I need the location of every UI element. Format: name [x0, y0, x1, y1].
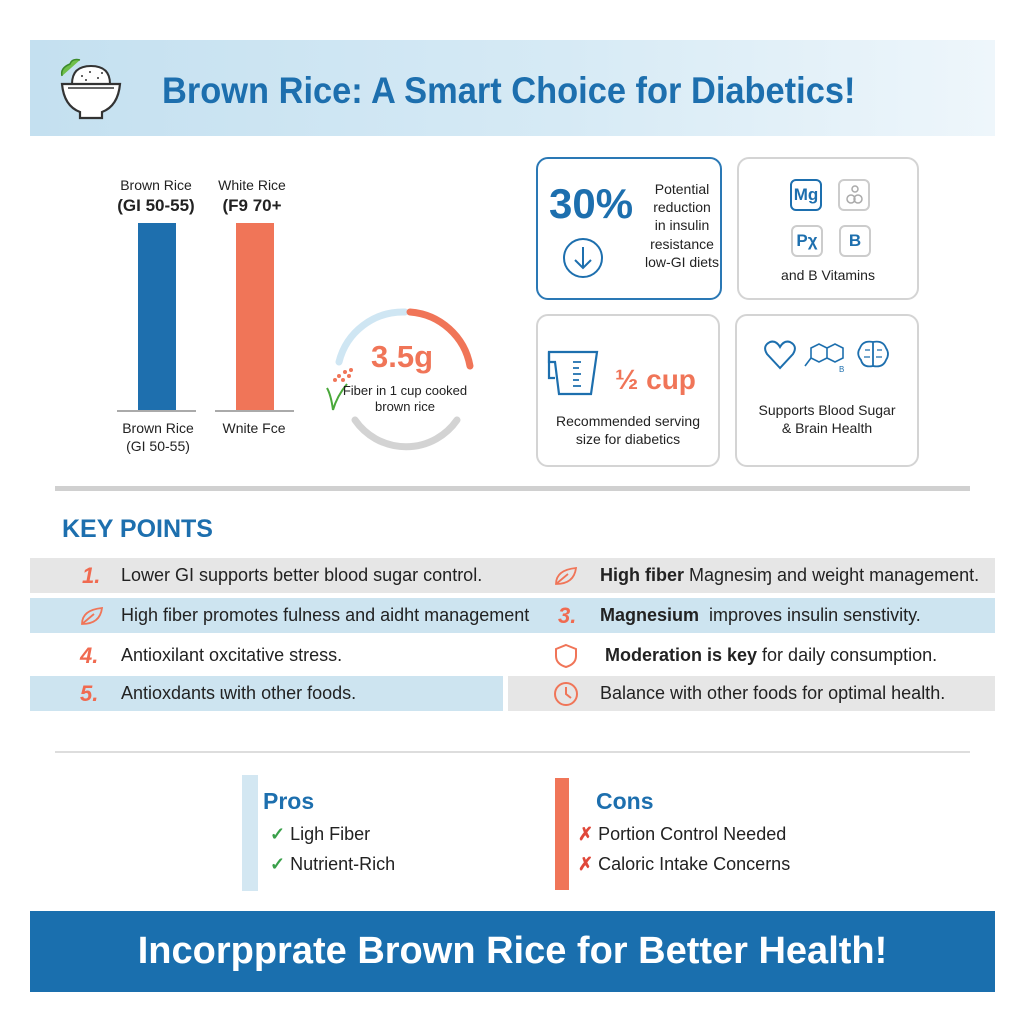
- heart-icon: [764, 340, 796, 370]
- chip-phosphorus: Pχ: [791, 225, 823, 257]
- cons-accent-bar: [555, 778, 569, 890]
- cons-item: ✗ Caloric Intake Concerns: [578, 854, 791, 874]
- brain-icon: [857, 340, 889, 368]
- x-icon: ✗: [578, 854, 594, 874]
- cons-item: ✗ Portion Control Needed: [578, 824, 787, 844]
- footer-banner: Incorpprate Brown Rice for Better Health…: [30, 911, 995, 992]
- clock-icon: [554, 682, 578, 706]
- chip-magnesium: Mg: [790, 179, 822, 211]
- rice-bowl-icon: [60, 58, 122, 120]
- check-icon: ✓: [270, 854, 286, 874]
- pros-title: Pros: [263, 788, 315, 814]
- measuring-cup-icon: [547, 350, 599, 396]
- x-icon: ✗: [578, 824, 594, 844]
- rice-plant-icon: [326, 368, 353, 411]
- number-marker: 3.: [558, 603, 577, 628]
- number-marker: 1.: [82, 563, 101, 588]
- cons-title: Cons: [596, 788, 654, 814]
- card-insulin: [536, 157, 722, 300]
- arrow-down-circle-icon: [563, 238, 603, 278]
- key-point-text: Lower GI supports better blood sugar con…: [121, 565, 483, 585]
- key-point-row: [30, 598, 995, 633]
- fiber-caption: Fiber in 1 cup cooked brown rice: [342, 383, 468, 415]
- health-caption: Supports Blood Sugar & Brain Health: [758, 402, 896, 437]
- bar-brown-rice: [138, 223, 176, 411]
- serving-caption: Recommended serving size for diabetics: [556, 413, 700, 448]
- bar-bottom-label-white: Wnite Fce: [222, 420, 286, 436]
- section-divider: [55, 486, 970, 491]
- key-point-text: High fiber promotes fulness and aidht ma…: [121, 605, 530, 625]
- bar-white-rice: [236, 223, 274, 411]
- number-marker: 5.: [80, 681, 99, 706]
- fiber-value: 3.5g: [371, 339, 434, 374]
- key-point-row: [30, 558, 995, 593]
- check-icon: ✓: [270, 824, 286, 844]
- key-point-text: High fiber Magnesiɱ and weight managemen…: [600, 565, 980, 585]
- pros-item: ✓ Nutrient-Rich: [270, 854, 396, 874]
- section-divider: [55, 751, 970, 753]
- bar-top-label-white: White Rice (F9 70+: [218, 177, 286, 215]
- vitamins-caption: and B Vitamins: [781, 267, 875, 283]
- insulin-value: 30%: [549, 180, 634, 227]
- page-title: Brown Rice: A Smart Choice for Diabetics…: [162, 70, 856, 111]
- molecule-structure-icon: B: [804, 343, 844, 374]
- leaf-icon: [81, 606, 104, 625]
- key-point-text: Antioxdants ɩwith other foods.: [121, 683, 357, 703]
- key-points-title: KEY POINTS: [62, 515, 213, 543]
- shield-icon: [555, 643, 577, 669]
- baseline: [117, 410, 196, 412]
- bar-top-label-brown: Brown Rice (GI 50-55): [117, 177, 195, 215]
- key-point-text: Moderation is key for daily consumption.: [605, 645, 938, 665]
- bar-bottom-label-brown: Brown Rice (GI 50-55): [122, 420, 194, 454]
- key-point-row: [30, 676, 503, 711]
- svg-text:B: B: [839, 365, 844, 374]
- fiber-gauge: [326, 308, 474, 451]
- number-marker: 4.: [80, 643, 99, 668]
- insulin-caption: Potential reduction in insulin resistance lo…: [645, 181, 719, 270]
- chip-vitamin-b: B: [839, 225, 871, 257]
- key-point-text: Balance with other foods for optimal hea…: [600, 683, 946, 703]
- card-health: [735, 314, 919, 467]
- key-point-text: Antioxilant oxcitative stress.: [121, 645, 343, 665]
- molecule-icon: [838, 179, 870, 211]
- pros-accent-bar: [242, 775, 258, 891]
- key-point-text: Magnesium improves insulin senstivity.: [600, 605, 921, 625]
- serving-value: ½ cup: [615, 364, 696, 395]
- baseline: [215, 410, 294, 412]
- leaf-icon: [555, 566, 578, 585]
- pros-item: ✓ Ligh Fiber: [270, 824, 371, 844]
- footer-text: Incorpprate Brown Rice for Better Health…: [137, 930, 888, 972]
- card-vitamins: [737, 157, 919, 300]
- key-point-row: [508, 676, 995, 711]
- header-banner: [30, 40, 995, 136]
- card-serving: [536, 314, 720, 467]
